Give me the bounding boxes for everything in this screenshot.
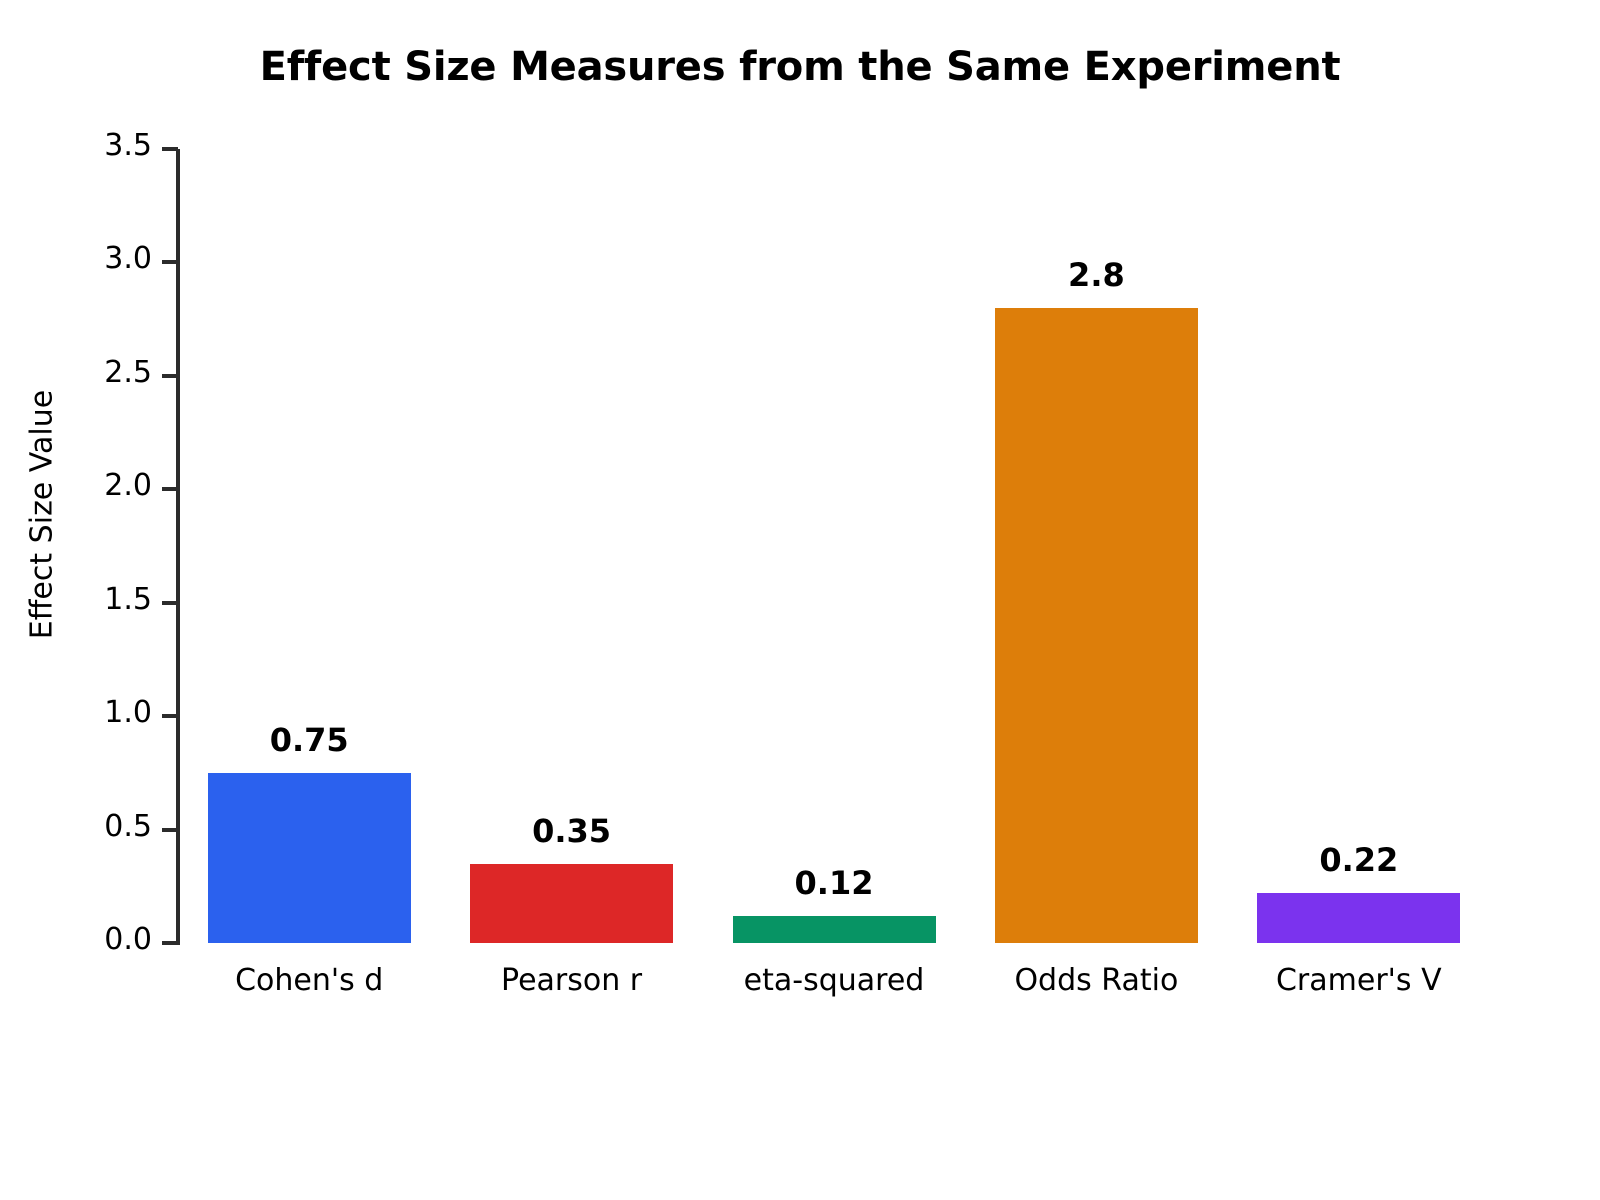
bar-value-label: 0.12	[794, 863, 874, 902]
y-axis-tick-label: 2.0	[104, 468, 152, 504]
x-axis-tick-label: Odds Ratio	[1014, 963, 1179, 998]
y-axis-label: Effect Size Value	[24, 389, 60, 640]
y-axis-tick-label: 3.5	[104, 128, 152, 163]
bar[interactable]	[994, 307, 1198, 943]
y-axis-tick-label: 0.0	[104, 922, 152, 957]
bar-value-label: 0.75	[269, 720, 349, 759]
bar[interactable]	[207, 772, 411, 943]
y-axis-tick-label: 1.5	[104, 581, 152, 617]
y-axis-tick-label: 0.5	[104, 808, 152, 844]
bar[interactable]	[470, 863, 674, 943]
y-axis-tick-label: 3.0	[104, 241, 152, 277]
x-axis-tick-label: Pearson r	[501, 963, 643, 998]
x-axis-tick-label: Cramer's V	[1275, 963, 1442, 998]
y-axis-tick-mark	[162, 487, 178, 492]
bar-value-label: 2.8	[1068, 255, 1125, 294]
bar[interactable]	[1257, 893, 1461, 943]
plot-area: 0.75 0.35 0.12 2.8 0.22	[178, 149, 1490, 943]
y-axis-tick-mark	[162, 714, 178, 719]
bar-value-label: 0.35	[532, 811, 612, 850]
x-axis-tick-label: eta-squared	[743, 963, 925, 998]
bar[interactable]	[732, 915, 936, 943]
y-axis-spine	[176, 149, 180, 945]
y-axis-tick-mark	[162, 147, 178, 151]
chart-title: Effect Size Measures from the Same Exper…	[259, 44, 1341, 90]
y-axis-tick-label: 2.5	[104, 354, 152, 390]
y-axis-tick-mark	[162, 600, 178, 605]
y-axis-tick-mark	[162, 260, 178, 265]
y-axis-tick-label: 1.0	[104, 695, 152, 731]
bar-value-label: 0.22	[1319, 841, 1399, 880]
x-axis-tick-label: Cohen's d	[235, 963, 384, 998]
y-axis-tick-mark	[162, 373, 178, 378]
y-axis-tick-mark	[162, 941, 178, 945]
y-axis-tick-mark	[162, 827, 178, 832]
